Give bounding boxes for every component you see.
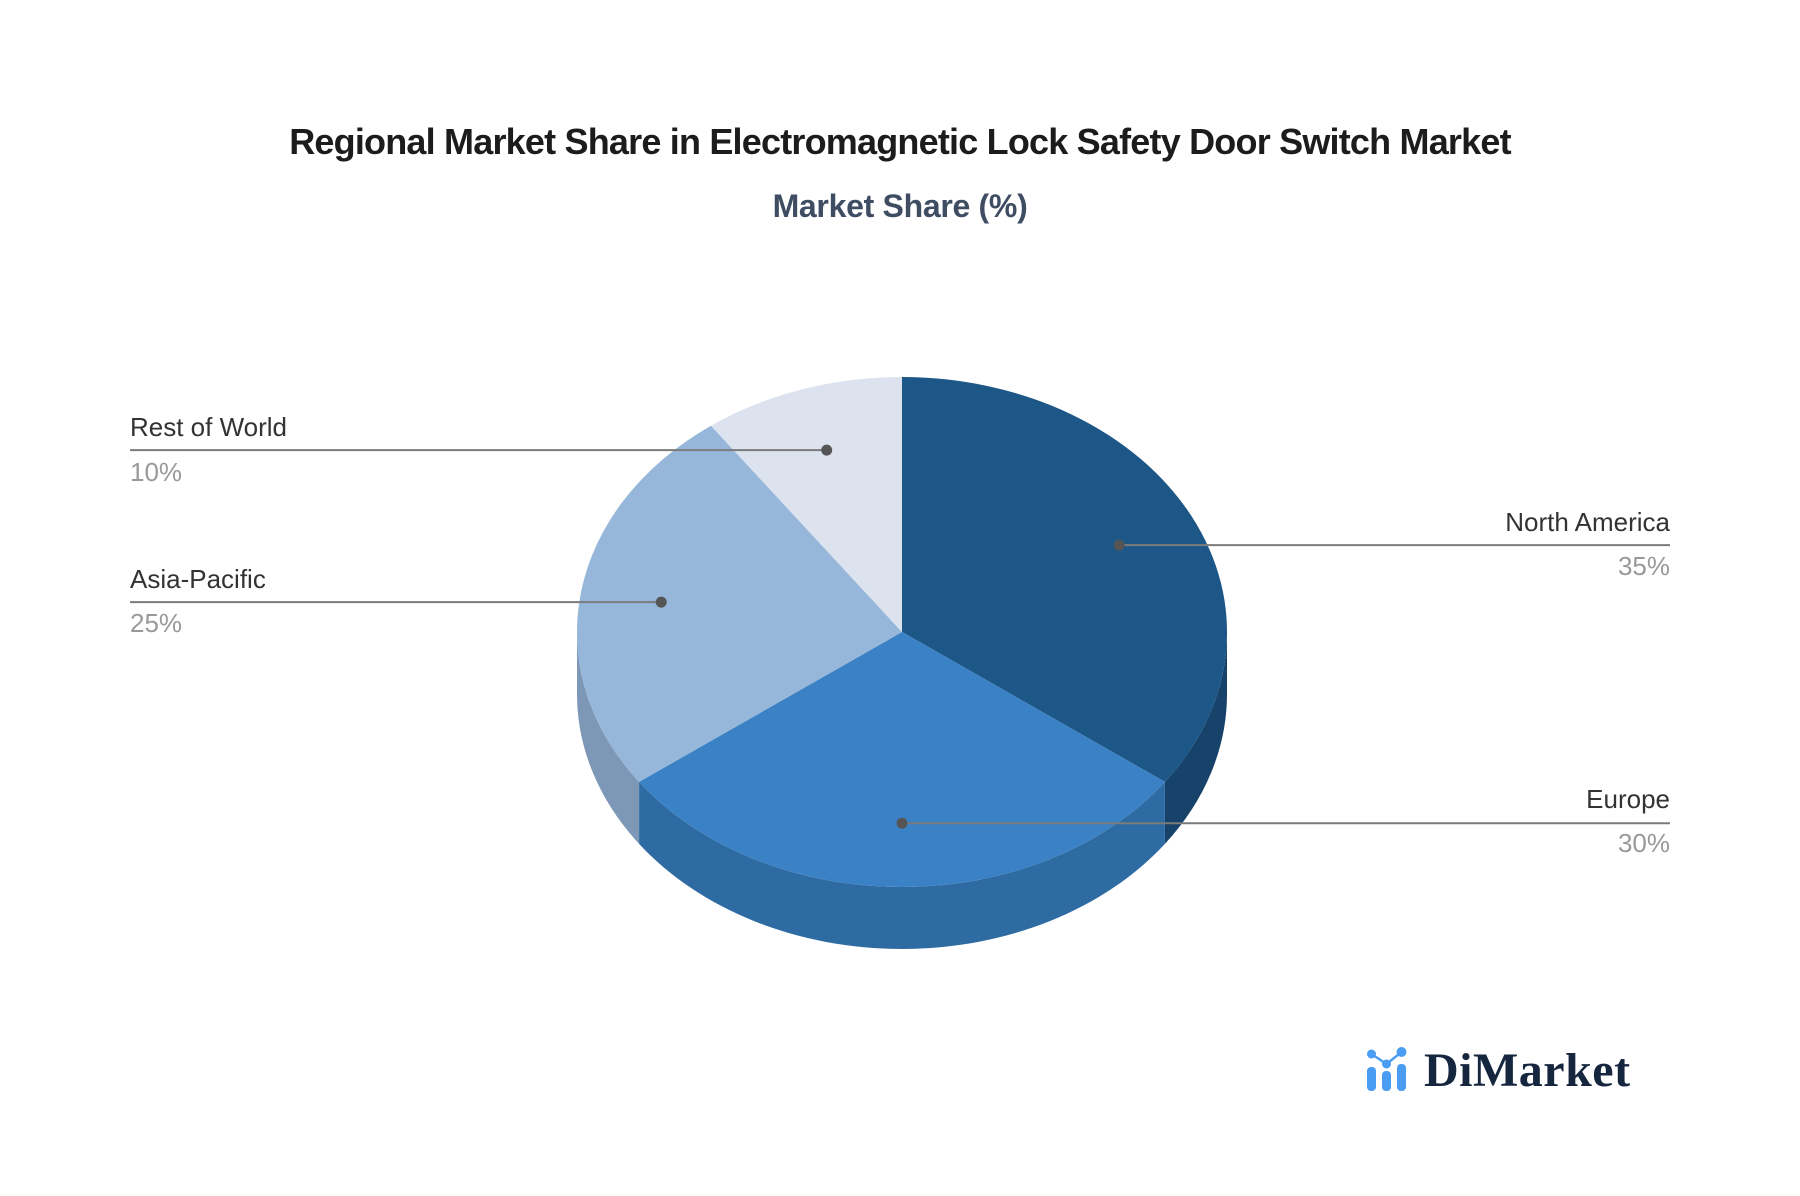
slice-label-europe: Europe	[1586, 784, 1670, 814]
pie-slice-side-europe	[639, 781, 1165, 950]
leader-dot-north-america	[1113, 539, 1125, 551]
pie-slice-asia-pacific	[576, 425, 902, 782]
dimarket-logo-text: DiMarket	[1424, 1044, 1631, 1097]
chart-title: Regional Market Share in Electromagnetic…	[289, 121, 1511, 162]
slice-label-rest-of-world: Rest of World	[130, 412, 288, 442]
pie-slice-north-america	[902, 376, 1228, 782]
leader-dot-rest-of-world	[821, 444, 833, 456]
pie-slice-side-north-america	[1164, 632, 1227, 844]
dimarket-logo: DiMarket	[1363, 1040, 1631, 1097]
slice-value-rest-of-world: 10%	[130, 457, 183, 487]
pie-slice-rest-of-world	[710, 377, 902, 632]
slice-label-north-america: North America	[1505, 507, 1670, 537]
bar-chart-trend-icon	[1367, 1047, 1407, 1091]
slice-value-europe: 30%	[1617, 828, 1670, 858]
leader-dot-asia-pacific	[655, 596, 667, 608]
slice-value-asia-pacific: 25%	[130, 608, 183, 638]
leader-dot-europe	[896, 817, 908, 829]
pie-slice-side-asia-pacific	[577, 632, 640, 844]
slice-label-asia-pacific: Asia-Pacific	[130, 564, 266, 594]
slice-value-north-america: 35%	[1617, 551, 1670, 581]
chart-subtitle: Market Share (%)	[772, 188, 1028, 224]
